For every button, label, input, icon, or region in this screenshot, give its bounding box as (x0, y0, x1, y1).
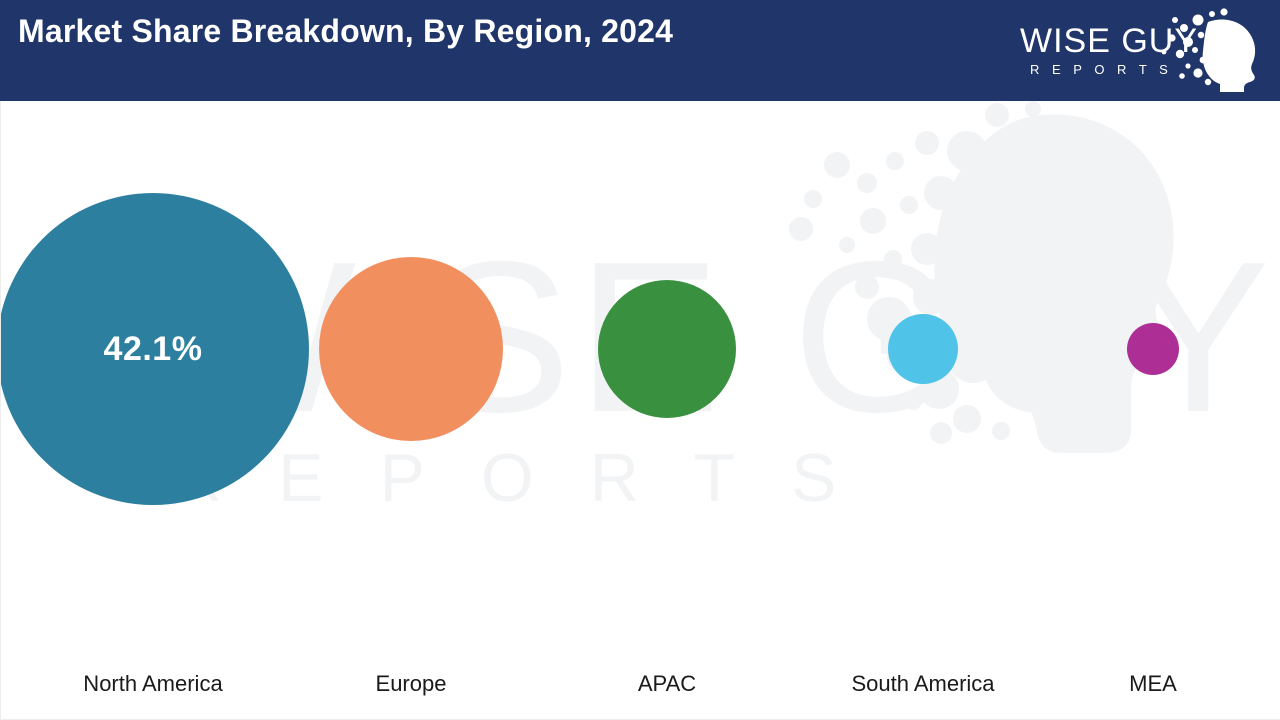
bubble-north-america[interactable]: 42.1% (1, 193, 309, 505)
wise-guy-reports-logo: WISE GUY R E P O R T S (1012, 8, 1268, 92)
logo-wordmark-secondary: R E P O R T S (1030, 62, 1172, 77)
category-label-group: North America Europe APAC South America … (1, 101, 1280, 719)
dotted-head-profile-icon (1161, 8, 1256, 92)
category-label-north-america: North America (83, 671, 223, 696)
chart-header: Market Share Breakdown, By Region, 2024 … (0, 0, 1280, 101)
category-label-apac: APAC (637, 671, 697, 696)
category-label-europe: Europe (375, 671, 447, 696)
bubble-chart-area: WISE GUY REPORTS (0, 101, 1280, 720)
bubble-group: 42.1% (1, 101, 1280, 719)
category-label-south-america: South America (851, 671, 995, 696)
category-label-mea: MEA (1129, 671, 1177, 696)
bubble-europe[interactable] (319, 257, 503, 441)
bubble-apac[interactable] (598, 280, 736, 418)
bubble-value-north-america: 42.1% (103, 329, 203, 368)
logo-wordmark-primary: WISE GUY (1020, 22, 1198, 60)
page-title: Market Share Breakdown, By Region, 2024 (18, 13, 674, 49)
